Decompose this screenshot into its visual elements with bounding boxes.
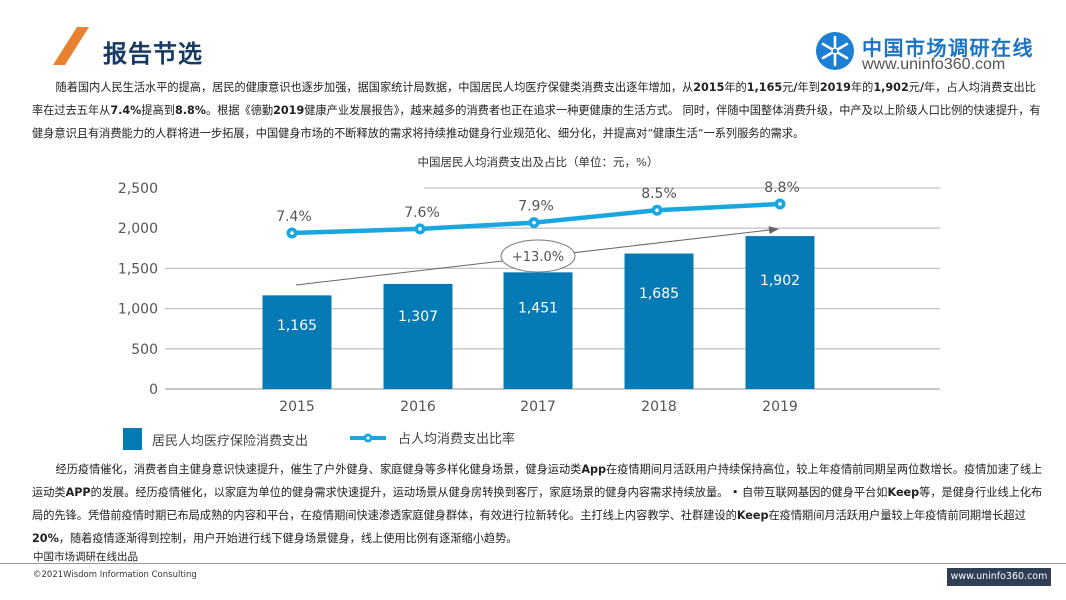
y-tick-label: 2,000 <box>118 221 158 237</box>
emphasis-text: 2015 <box>693 81 725 94</box>
x-tick-label: 2016 <box>400 399 436 415</box>
body-text: 年到 <box>797 81 820 94</box>
emphasis-text: 2019 <box>273 104 305 117</box>
body-text: 元 <box>782 81 794 94</box>
body-text: 随着国内人民生活水平的提高，居民的健康意识也逐步加强，据国家统计局数据，中国居民… <box>55 81 694 94</box>
bar-value-label: 1,451 <box>518 300 558 316</box>
emphasis-text: APP <box>65 486 91 499</box>
ratio-value-label: 7.4% <box>276 209 312 225</box>
snowflake-logo-icon <box>816 32 854 70</box>
emphasis-text: 1,165 <box>746 81 783 94</box>
x-axis-ticks: 2015 2016 2017 2018 2019 <box>279 399 798 415</box>
brand-url: www.uninfo360.com <box>862 56 1006 73</box>
bar-value-label: 1,902 <box>760 273 800 289</box>
trend-bubble <box>500 239 576 273</box>
ratio-value-label: 7.9% <box>518 199 554 215</box>
emphasis-text: 20% <box>32 532 59 545</box>
emphasis-text: 1,902 <box>873 81 909 94</box>
y-tick-label: 500 <box>131 342 158 358</box>
ratio-point-center <box>655 208 659 213</box>
x-tick-label: 2018 <box>641 399 677 415</box>
trend-annotation: +13.0% <box>295 226 779 286</box>
y-tick-label: 0 <box>149 382 158 398</box>
emphasis-text: / <box>793 81 798 94</box>
ratio-point-center <box>778 202 782 206</box>
chart-title: 中国居民人均消费支出及占比（单位：元，%） <box>417 155 659 169</box>
bar <box>262 295 332 389</box>
bar-value-label: 1,307 <box>398 309 438 325</box>
ratio-point-center <box>418 227 422 231</box>
body-text: 健康产业发展报告》，越来越多的消费者也正在追求一种更健康的生活方式。 同时，伴随… <box>32 104 1041 140</box>
ratio-labels: 7.4% 7.6% 7.9% 8.5% 8.8% <box>276 180 800 225</box>
ratio-value-label: 8.8% <box>764 180 800 196</box>
y-tick-label: 2,500 <box>118 181 158 197</box>
trend-label: +13.0% <box>512 250 564 265</box>
ratio-point-center <box>532 220 536 225</box>
bar-value-label: 1,685 <box>639 286 679 302</box>
page-title: 报告节选 <box>103 40 203 68</box>
body-text: 年的 <box>850 81 874 94</box>
emphasis-text: Keep <box>736 509 769 522</box>
legend-item-line[interactable]: 占人均消费支出比率 <box>350 428 515 447</box>
body-text: 年，占人均消费支出比率在过去五年从 <box>32 81 1036 117</box>
source-note: 中国市场调研在线出品 <box>33 551 138 563</box>
body-text: 在疫情期间月活跃用户量较上年疫情前同期增长超过 <box>768 509 1026 522</box>
body-text: 经历疫情催化，消费者自主健身意识快速提升，催生了户外健身、家庭健身等多样化健身场… <box>55 463 582 476</box>
x-tick-label: 2015 <box>279 399 315 415</box>
emphasis-text: Keep <box>887 486 920 499</box>
ratio-point-center <box>290 231 294 235</box>
ratio-value-label: 8.5% <box>641 186 677 202</box>
ratio-points <box>286 198 786 239</box>
y-axis-ticks: 0 500 1,000 1,500 2,000 2,500 <box>118 181 158 398</box>
emphasis-text: 8.8% <box>174 104 206 117</box>
analysis-paragraph: 经历疫情催化，消费者自主健身意识快速提升，催生了户外健身、家庭健身等多样化健身场… <box>32 458 1044 550</box>
emphasis-text: 7.4% <box>110 104 142 117</box>
legend-line-label: 占人均消费支出比率 <box>398 432 516 447</box>
bar <box>503 272 573 389</box>
accent-slash-icon <box>53 27 89 65</box>
bar-value-label: 1,165 <box>277 318 317 334</box>
emphasis-text: / <box>919 81 925 94</box>
x-tick-label: 2017 <box>520 399 556 415</box>
bar <box>383 283 453 389</box>
ratio-value-label: 7.6% <box>404 205 440 221</box>
bar <box>624 253 694 389</box>
legend-bar-swatch <box>123 428 142 450</box>
legend-bar-label: 居民人均医疗保险消费支出 <box>152 433 309 449</box>
footer-divider <box>0 563 1066 564</box>
x-tick-label: 2019 <box>762 399 798 415</box>
bar <box>745 236 815 389</box>
body-text: 。根据《德勤 <box>205 104 274 117</box>
combo-chart: 0 500 1,000 1,500 2,000 2,500 1,165 1,307 1,451… <box>118 180 940 415</box>
bars <box>262 236 815 389</box>
body-text: 提高到 <box>141 104 175 117</box>
bar-labels: 1,165 1,307 1,451 1,685 1,902 <box>277 273 800 334</box>
body-text: 在疫情期间月活跃用户持续保持高位，较上年疫情前同期呈两位数增长。疫情加速了线上运… <box>32 463 1043 499</box>
footer-url-link[interactable]: www.uninfo360.com <box>947 568 1051 586</box>
intro-paragraph: 随着国内人民生活水平的提高，居民的健康意识也逐步加强，据国家统计局数据，中国居民… <box>32 76 1044 145</box>
emphasis-text: 2019 <box>819 81 851 94</box>
legend-line-marker-icon <box>350 433 386 442</box>
brand-name: 中国市场调研在线 <box>862 36 1034 60</box>
brand-logo-block[interactable]: 中国市场调研在线 www.uninfo360.com <box>816 30 1056 76</box>
copyright-text: ©2021Wisdom Information Consulting <box>33 570 197 580</box>
y-tick-label: 1,500 <box>118 261 158 277</box>
body-text: 元 <box>908 81 920 94</box>
body-text: 的发展。经历疫情催化，以家庭为单位的健身需求快速提升，运动场景从健身房转换到客厅… <box>90 486 888 499</box>
body-text: 年的 <box>724 81 747 94</box>
y-tick-label: 1,000 <box>118 302 158 318</box>
legend-item-bar[interactable]: 居民人均医疗保险消费支出 <box>123 428 308 450</box>
body-text: ，随着疫情逐渐得到控制，用户开始进行线下健身场景健身，线上使用比例有逐渐缩小趋势… <box>58 532 518 545</box>
body-text: 等，是健身行业线上化布局的先锋。凭借前疫情时期已布局成熟的内容和平台，在疫情期间… <box>32 486 1043 522</box>
emphasis-text: App <box>581 463 607 476</box>
